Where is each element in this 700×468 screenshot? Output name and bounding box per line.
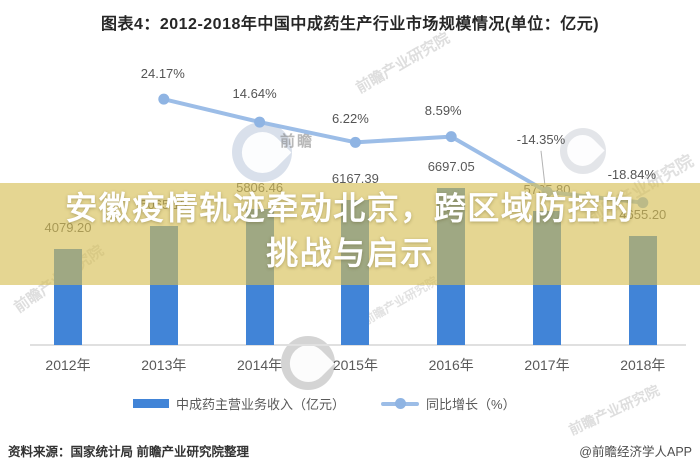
headline-line-2: 挑战与启示 bbox=[266, 235, 434, 271]
headline-line-1: 安徽疫情轨迹牵动北京，跨区域防控的 bbox=[65, 190, 635, 226]
brand-watermark-text: 前瞻 bbox=[280, 133, 315, 150]
growth-value-label: 6.22% bbox=[331, 111, 369, 127]
x-axis-tick-label: 2016年 bbox=[428, 357, 474, 373]
legend: 中成药主营业务收入（亿元） 同比增长（%） bbox=[133, 394, 516, 413]
x-axis-tick-label: 2014年 bbox=[237, 357, 283, 373]
x-axis-line bbox=[30, 344, 686, 346]
growth-value-label: -18.84% bbox=[607, 166, 656, 182]
x-axis-tick-label: 2013年 bbox=[141, 357, 187, 373]
x-axis-tick-label: 2017年 bbox=[524, 357, 570, 373]
legend-bar-swatch-icon bbox=[133, 399, 169, 408]
bar-value-label: 6697.05 bbox=[427, 159, 475, 174]
growth-value-label: 24.17% bbox=[140, 66, 185, 82]
growth-value-label: 14.64% bbox=[232, 86, 277, 102]
legend-line-dot-icon bbox=[395, 398, 407, 409]
footer-bar: 资料来源：国家统计局 前瞻产业研究院整理 @前瞻经济学人APP bbox=[8, 441, 692, 460]
growth-value-label: -14.35% bbox=[516, 131, 566, 147]
x-axis-tick-label: 2018年 bbox=[620, 357, 666, 373]
x-axis-tick-label: 2012年 bbox=[45, 357, 91, 373]
growth-value-label: 8.59% bbox=[424, 102, 462, 118]
legend-bar-label: 中成药主营业务收入（亿元） bbox=[176, 397, 346, 412]
headline-text: 安徽疫情轨迹牵动北京，跨区域防控的 挑战与启示 bbox=[0, 186, 700, 276]
legend-line-swatch-icon bbox=[381, 398, 420, 409]
x-axis-tick-label: 2015年 bbox=[332, 357, 378, 373]
chart-title: 图表4：2012-2018年中国中成药生产行业市场规模情况(单位：亿元) bbox=[100, 16, 600, 33]
legend-line-label: 同比增长（%） bbox=[426, 397, 516, 412]
source-note: 资料来源：国家统计局 前瞻产业研究院整理 bbox=[8, 445, 249, 459]
credit-note: @前瞻经济学人APP bbox=[579, 445, 692, 459]
